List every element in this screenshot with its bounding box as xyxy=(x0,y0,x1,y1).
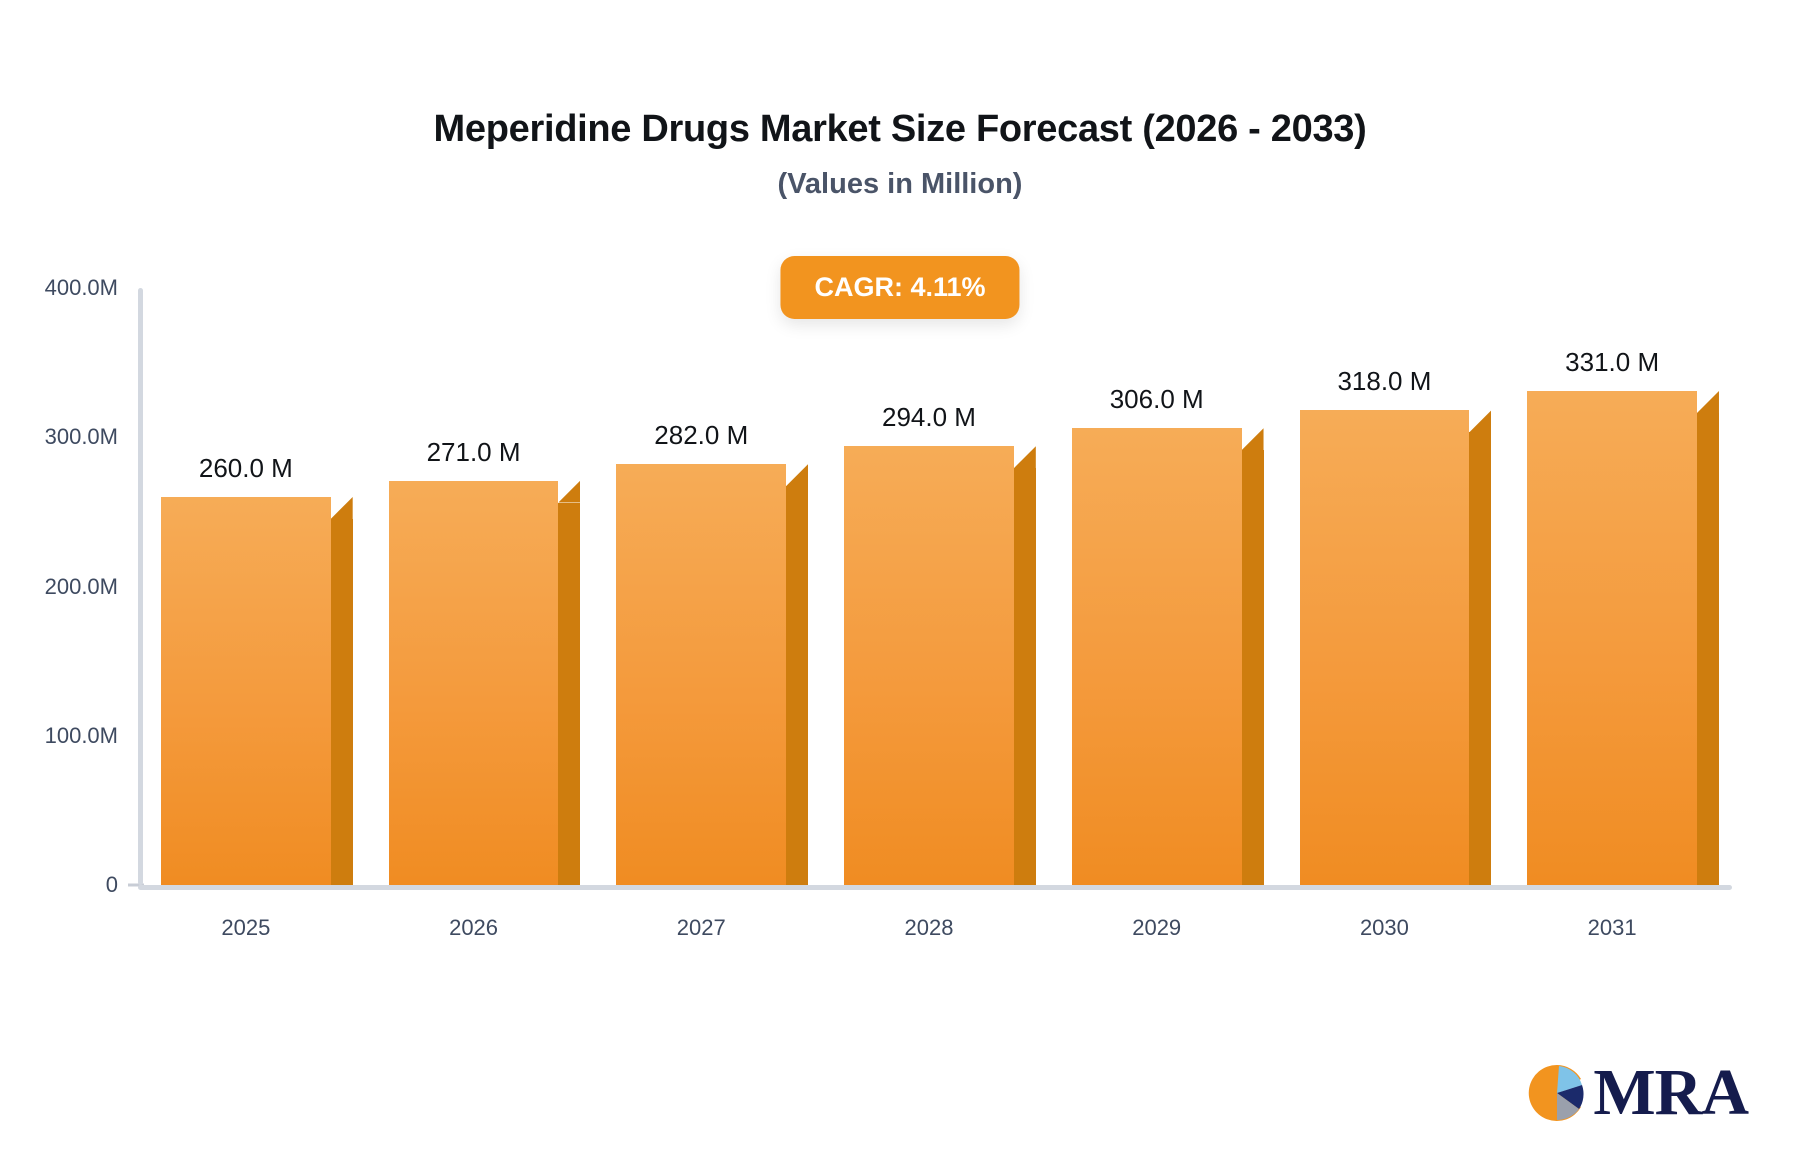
bar-value-label: 260.0 M xyxy=(198,452,293,483)
bar-value-label: 306.0 M xyxy=(1109,384,1204,415)
logo-text: MRA xyxy=(1593,1056,1749,1129)
x-axis-tick-label: 2031 xyxy=(1587,915,1637,940)
bar xyxy=(1527,390,1719,885)
bar-side-face xyxy=(558,502,581,885)
plot-area xyxy=(138,288,1732,890)
bar-value-label: 294.0 M xyxy=(882,402,976,433)
bar-side-face xyxy=(1013,468,1036,885)
y-axis-tick-label: 0 xyxy=(105,872,118,897)
x-axis-tick-label: 2025 xyxy=(221,915,271,940)
y-axis-line xyxy=(138,288,143,885)
bar-side-face xyxy=(1469,432,1492,885)
bar-front-face xyxy=(161,496,331,885)
bar-value-label: 318.0 M xyxy=(1337,366,1432,397)
bar-front-face xyxy=(1299,410,1470,885)
bar-side-face xyxy=(1696,412,1719,885)
bar xyxy=(388,480,581,885)
bar-top-face xyxy=(558,480,581,503)
bar-side-face xyxy=(1241,450,1264,885)
x-axis-tick-label: 2029 xyxy=(1132,915,1182,940)
bar-value-label: 271.0 M xyxy=(426,436,521,467)
bar-front-face xyxy=(844,446,1014,885)
bar-top-face xyxy=(1696,390,1719,413)
bar xyxy=(1299,410,1492,885)
x-axis-line xyxy=(138,885,1732,890)
y-axis-tick-label: 300.0M xyxy=(44,424,118,450)
x-axis-tick-label: 2030 xyxy=(1359,915,1409,940)
y-axis-tick-mark xyxy=(128,883,144,887)
bar xyxy=(616,464,809,885)
x-axis-tick-label: 2026 xyxy=(449,915,499,940)
bar-top-face xyxy=(330,496,353,519)
bar-side-face xyxy=(330,518,353,885)
bar-front-face xyxy=(616,464,787,885)
mra-logo: MRA xyxy=(1525,1056,1749,1129)
y-axis-tick-label: 200.0M xyxy=(44,573,118,599)
bar-value-label: 282.0 M xyxy=(654,420,749,451)
bar-top-face xyxy=(1469,410,1492,433)
x-axis-tick-label: 2027 xyxy=(676,915,726,940)
chart-subtitle: (Values in Million) xyxy=(777,168,1023,200)
bar-top-face xyxy=(786,464,809,487)
bar xyxy=(161,496,353,885)
y-axis-tick-label: 400.0M xyxy=(44,275,118,300)
bar-side-face xyxy=(786,486,809,885)
bar-front-face xyxy=(388,480,559,885)
bar-top-face xyxy=(1013,446,1036,469)
y-axis-tick-label: 100.0M xyxy=(44,722,118,748)
chart-title: Meperidine Drugs Market Size Forecast (2… xyxy=(433,108,1367,150)
bar-value-label: 331.0 M xyxy=(1565,346,1660,377)
x-axis-tick-label: 2028 xyxy=(904,915,954,940)
bar xyxy=(1071,428,1264,885)
bar xyxy=(844,446,1036,885)
bar-top-face xyxy=(1241,428,1264,451)
bar-front-face xyxy=(1071,428,1242,885)
bar-front-face xyxy=(1527,390,1697,885)
cagr-badge: CAGR: 4.11% xyxy=(780,256,1020,319)
bar-series xyxy=(138,288,1732,885)
pie-chart-icon xyxy=(1529,1064,1584,1121)
